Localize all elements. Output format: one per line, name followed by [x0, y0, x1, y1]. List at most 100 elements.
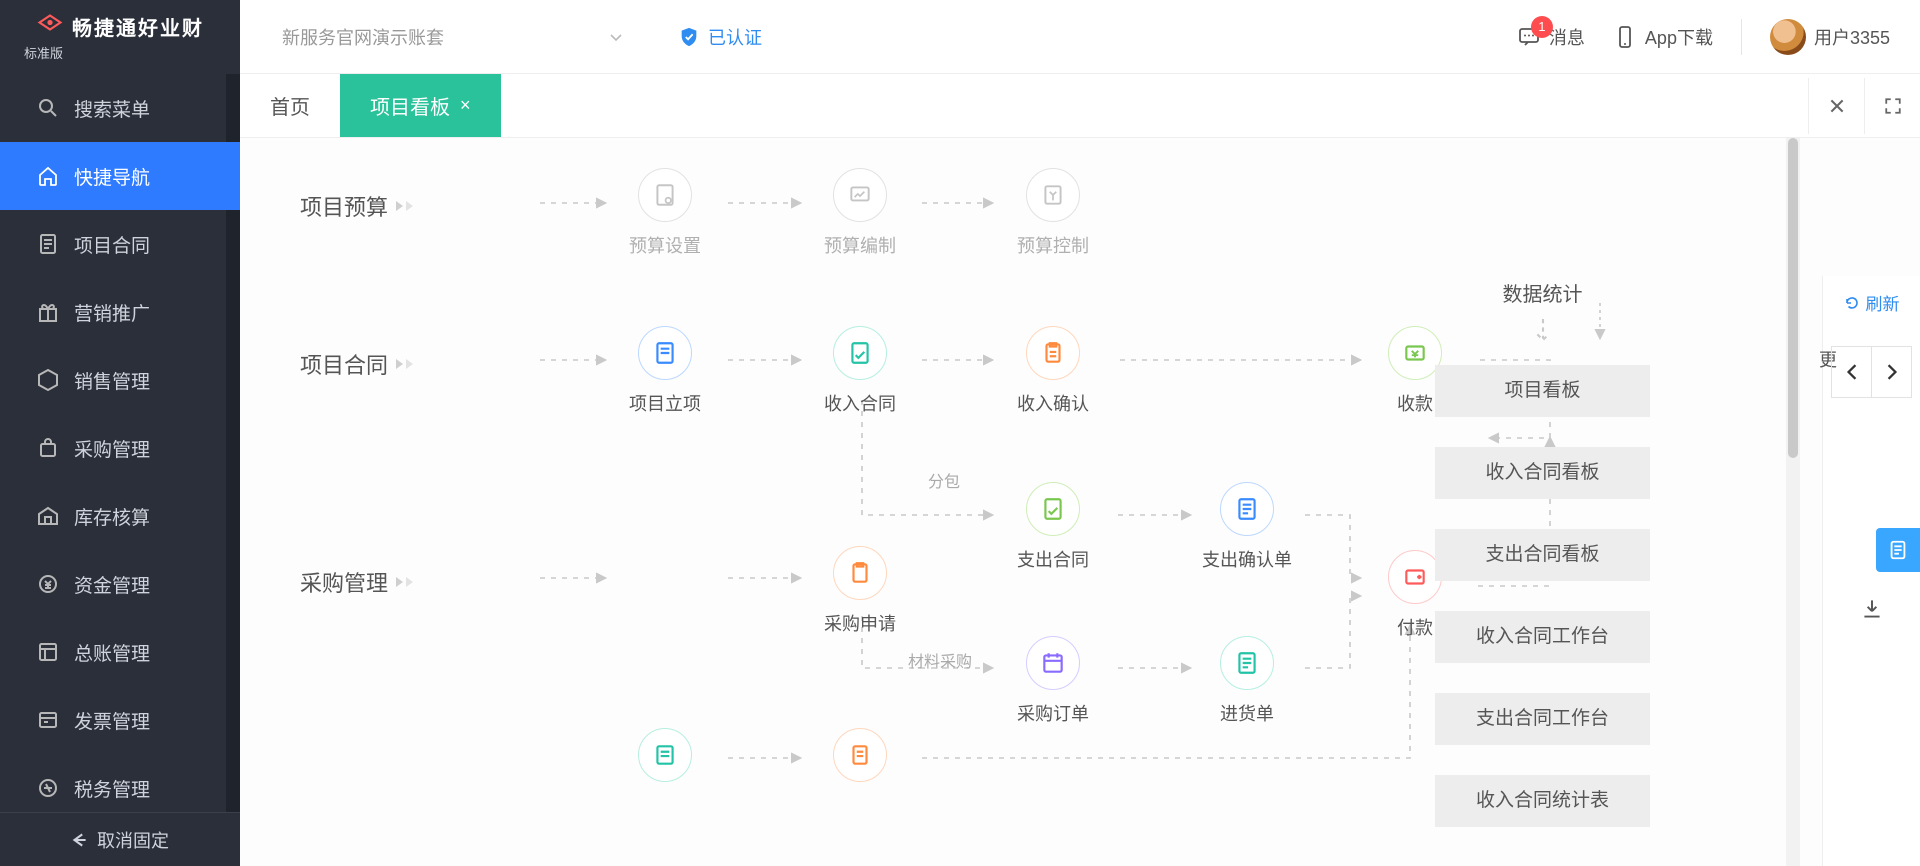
receipt-icon [36, 708, 60, 732]
node-expense-contract[interactable]: 支出合同 [998, 482, 1108, 572]
node-budget-set[interactable]: 预算设置 [610, 168, 720, 258]
node-income-contract[interactable]: 收入合同 [805, 326, 915, 416]
arrow-chain-icon [396, 201, 413, 211]
tab-project-board[interactable]: 项目看板 × [340, 74, 501, 137]
app-download-button[interactable]: App下载 [1613, 24, 1713, 50]
stat-button[interactable]: 收入合同看板 [1435, 447, 1650, 499]
row-label-text: 项目预算 [300, 190, 388, 222]
sidebar-item-fund[interactable]: 资金管理 [0, 550, 240, 618]
brand-logo-icon [36, 12, 64, 40]
rail-side-tag[interactable] [1876, 528, 1920, 572]
search-icon [36, 96, 60, 120]
close-icon[interactable]: × [460, 95, 471, 116]
node-budget-ctrl[interactable]: 预算控制 [998, 168, 1108, 258]
node-project-init[interactable]: 项目立项 [610, 326, 720, 416]
sidebar-item-label: 快捷导航 [74, 163, 150, 190]
stat-button[interactable]: 支出合同工作台 [1435, 693, 1650, 745]
sidebar-item-invoice[interactable]: 发票管理 [0, 686, 240, 754]
tab-label: 首页 [270, 91, 310, 120]
doc-icon [652, 340, 678, 366]
stat-button[interactable]: 项目看板 [1435, 365, 1650, 417]
sidebar-item-label: 发票管理 [74, 707, 150, 734]
rail-download-button[interactable] [1823, 596, 1920, 622]
user-menu[interactable]: 用户3355 [1770, 19, 1890, 55]
node-goods-in[interactable]: 进货单 [1192, 636, 1302, 726]
scrollbar-thumb[interactable] [1788, 138, 1798, 458]
money-icon [1402, 340, 1428, 366]
sidebar-item-search[interactable]: 搜索菜单 [0, 74, 240, 142]
node-label: 进货单 [1192, 700, 1302, 726]
doc-check-icon [1040, 496, 1066, 522]
node-purchase-order[interactable]: 采购订单 [998, 636, 1108, 726]
canvas-scrollbar[interactable] [1786, 138, 1800, 866]
stats-column: 数据统计 项目看板 收入合同看板 支出合同看板 收入合同工作台 支出合同工作台 … [1435, 278, 1650, 857]
node-label: 支出合同 [998, 546, 1108, 572]
sidebar-item-label: 采购管理 [74, 435, 150, 462]
tab-home[interactable]: 首页 [240, 74, 340, 137]
right-rail: 刷新 更 [1822, 276, 1920, 866]
sidebar-item-sales[interactable]: 销售管理 [0, 346, 240, 414]
row-label-purchase: 采购管理 [300, 566, 413, 598]
divider [1741, 19, 1742, 55]
sidebar-item-label: 营销推广 [74, 299, 150, 326]
refresh-label: 刷新 [1866, 290, 1900, 315]
sidebar-item-ledger[interactable]: 总账管理 [0, 618, 240, 686]
node-extra-1[interactable] [610, 728, 720, 792]
node-label: 项目立项 [610, 390, 720, 416]
doc-icon [652, 742, 678, 768]
brand-edition: 标准版 [24, 43, 63, 62]
sidebar: 搜索菜单 快捷导航 项目合同 营销推广 销售管理 采购管理 库存核算 资金管理 … [0, 74, 240, 866]
account-select[interactable]: 新服务官网演示账套 [268, 14, 638, 60]
refresh-button[interactable]: 刷新 [1823, 290, 1920, 315]
node-label: 预算控制 [998, 232, 1108, 258]
x-icon [1828, 97, 1846, 115]
sidebar-scroll[interactable]: 搜索菜单 快捷导航 项目合同 营销推广 销售管理 采购管理 库存核算 资金管理 … [0, 74, 240, 866]
pay-icon [1402, 564, 1428, 590]
bag-icon [36, 436, 60, 460]
clipboard-icon [847, 742, 873, 768]
sidebar-item-contract[interactable]: 项目合同 [0, 210, 240, 278]
main-area: 项目预算 项目合同 采购管理 预算设置 预算编制 预算控制 项目立项 收入合同 … [240, 138, 1920, 866]
node-purchase-request[interactable]: 采购申请 [805, 546, 915, 636]
node-budget-make[interactable]: 预算编制 [805, 168, 915, 258]
messages-button[interactable]: 1 消息 [1517, 24, 1585, 50]
stat-button[interactable]: 收入合同统计表 [1435, 775, 1650, 827]
badge-icon [36, 368, 60, 392]
sidebar-item-quicknav[interactable]: 快捷导航 [0, 142, 240, 210]
rail-prev-button[interactable] [1832, 347, 1872, 397]
stats-arrow-icon [1435, 319, 1650, 347]
sidebar-item-marketing[interactable]: 营销推广 [0, 278, 240, 346]
tabs-close-all-button[interactable] [1808, 78, 1864, 134]
home-icon [36, 164, 60, 188]
node-expense-confirm[interactable]: 支出确认单 [1192, 482, 1302, 572]
sidebar-unpin-label: 取消固定 [97, 827, 169, 853]
coin-icon [36, 572, 60, 596]
sidebar-unpin-button[interactable]: 取消固定 [0, 812, 240, 866]
clipboard-icon [847, 560, 873, 586]
clipboard-icon [1040, 340, 1066, 366]
ledger-icon [36, 640, 60, 664]
node-income-confirm[interactable]: 收入确认 [998, 326, 1108, 416]
tabs-fullscreen-button[interactable] [1864, 78, 1920, 134]
phone-icon [1613, 25, 1637, 49]
node-label: 采购申请 [805, 610, 915, 636]
node-label: 支出确认单 [1192, 546, 1302, 572]
shield-icon [678, 26, 700, 48]
node-extra-2[interactable] [805, 728, 915, 792]
stat-button[interactable]: 支出合同看板 [1435, 529, 1650, 581]
refresh-icon [1844, 295, 1860, 311]
sidebar-item-label: 库存核算 [74, 503, 150, 530]
user-name: 用户3355 [1814, 24, 1890, 50]
stats-title: 数据统计 [1435, 278, 1650, 307]
settings-doc-icon [652, 182, 678, 208]
sidebar-item-stock[interactable]: 库存核算 [0, 482, 240, 550]
account-placeholder: 新服务官网演示账套 [282, 24, 444, 50]
sidebar-item-purchase[interactable]: 采购管理 [0, 414, 240, 482]
stat-button[interactable]: 收入合同工作台 [1435, 611, 1650, 663]
doc-icon [36, 232, 60, 256]
doc-icon [1234, 496, 1260, 522]
rail-next-button[interactable] [1872, 347, 1911, 397]
warehouse-icon [36, 504, 60, 528]
node-label: 采购订单 [998, 700, 1108, 726]
tabs-bar: 首页 项目看板 × [240, 74, 1920, 138]
